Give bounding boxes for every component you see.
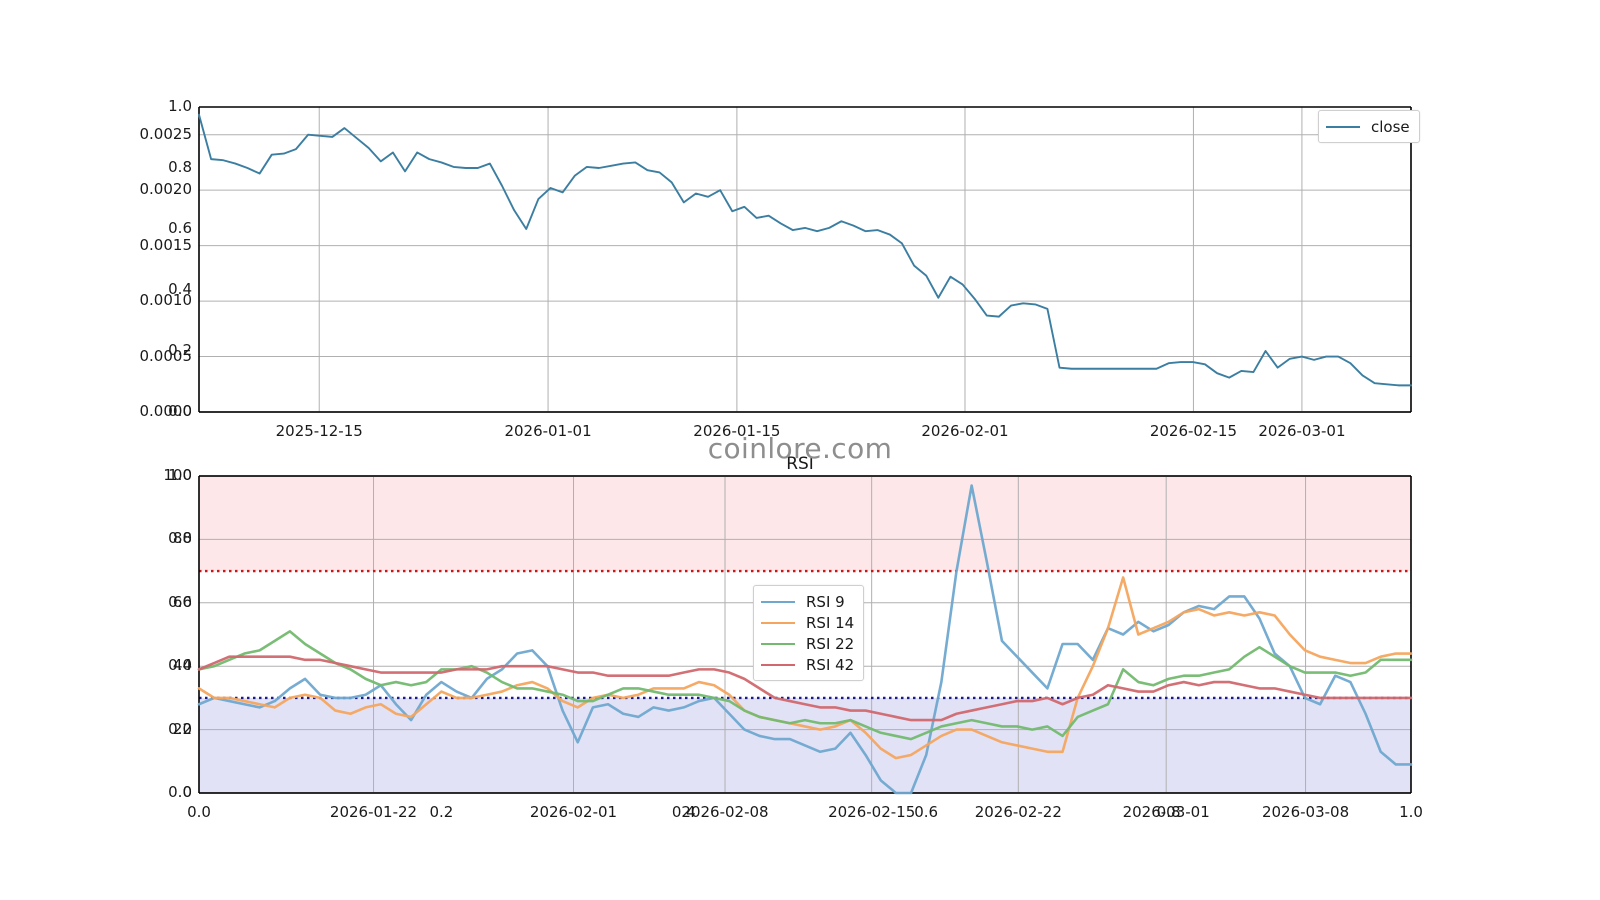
rsi-x-tick-numeric-label: 0.0 — [187, 803, 211, 821]
rsi-chart-panel: RSI 0 20 40 60 80 100 0.0 0.2 0.4 0.6 0.8 1.0 2026… — [0, 445, 1600, 900]
rsi-zone-band — [199, 476, 1411, 572]
rsi-legend[interactable]: RSI 9 RSI 14 RSI 22 RSI 42 — [753, 585, 865, 681]
rsi-x-tick-date-label: 2026-03-08 — [1261, 803, 1350, 821]
rsi-legend-item[interactable]: RSI 42 — [761, 654, 854, 675]
rsi-y-tick-label: 40 — [172, 656, 192, 675]
rsi-legend-item[interactable]: RSI 9 — [761, 591, 854, 612]
price-y-secondary-tick-label: 0.4 — [168, 280, 192, 298]
rsi-legend-item[interactable]: RSI 14 — [761, 612, 854, 633]
legend-line-swatch-icon — [761, 663, 795, 666]
price-legend-item[interactable]: close — [1326, 116, 1410, 137]
legend-line-swatch-icon — [761, 621, 795, 624]
rsi-y-secondary-tick-label: 0.8 — [168, 529, 192, 548]
rsi-x-tick-date-label: 2026-02-08 — [681, 803, 769, 821]
price-x-tick-label: 2026-03-01 — [1258, 422, 1346, 440]
price-y-secondary-tick-label: 0.2 — [168, 341, 192, 359]
rsi-x-tick-numeric-label: 0.2 — [429, 803, 454, 821]
rsi-y-tick-label: 100 — [163, 466, 192, 484]
rsi-y-secondary-tick-label: 1.0 — [168, 466, 192, 484]
price-x-tick-label: 2026-02-01 — [921, 422, 1009, 440]
price-legend[interactable]: close — [1318, 110, 1420, 143]
rsi-x-tick-date-label: 2026-02-15 — [828, 803, 916, 821]
rsi-x-tick-numeric-label: 0.8 — [1156, 803, 1181, 821]
watermark-coinlore: coinlore.com — [707, 432, 893, 465]
price-chart-panel: 0.0000 0.0005 0.0010 0.0015 0.0020 0.0025 0.0… — [0, 0, 1600, 445]
rsi-y-tick-label: 80 — [172, 529, 192, 548]
price-y-tick-label: 0.0010 — [139, 291, 193, 310]
rsi-y-secondary-tick-label: 0.6 — [168, 592, 192, 611]
rsi-x-tick-numeric-label: 0.6 — [914, 803, 939, 821]
rsi-series-line — [197, 484, 1413, 795]
price-plot-area — [198, 106, 1412, 413]
price-x-tick-label: 2025-12-15 — [275, 422, 363, 440]
price-y-tick-label: 0.0025 — [139, 124, 193, 143]
rsi-legend-item[interactable]: RSI 22 — [761, 633, 854, 654]
price-y-secondary-tick-label: 0.0 — [168, 402, 192, 420]
rsi-y-secondary-tick-label: 0.4 — [168, 656, 192, 675]
legend-line-swatch-icon — [761, 600, 795, 603]
price-x-tick-label: 2026-01-15 — [693, 422, 781, 440]
rsi-x-tick-date-label: 2026-01-22 — [329, 803, 418, 821]
price-legend-label: close — [1371, 117, 1410, 136]
legend-line-swatch-icon — [1326, 125, 1360, 128]
price-y-tick-label: 0.0020 — [139, 180, 193, 199]
price-y-secondary-tick-label: 1.0 — [168, 97, 192, 115]
legend-line-swatch-icon — [761, 642, 795, 645]
price-x-tick-label: 2026-01-01 — [504, 422, 592, 440]
rsi-series-line — [197, 655, 1413, 722]
rsi-title: RSI — [786, 454, 814, 474]
rsi-x-tick-date-label: 2026-02-22 — [974, 803, 1062, 821]
price-y-tick-label: 0.0005 — [139, 346, 193, 365]
rsi-x-tick-numeric-label: 1.0 — [1399, 803, 1423, 821]
rsi-series-line — [197, 576, 1413, 760]
price-x-tick-label: 2026-02-15 — [1149, 422, 1238, 440]
rsi-y-secondary-tick-label: 0.0 — [168, 783, 192, 801]
price-y-secondary-tick-label: 0.8 — [168, 158, 192, 176]
price-y-tick-label: 0.0000 — [139, 402, 193, 420]
rsi-legend-label: RSI 22 — [806, 634, 855, 653]
rsi-legend-label: RSI 14 — [806, 613, 855, 632]
price-y-secondary-tick-label: 0.6 — [168, 219, 192, 237]
rsi-y-tick-label: 20 — [172, 719, 192, 738]
rsi-y-tick-label: 60 — [172, 592, 192, 611]
rsi-y-secondary-tick-label: 0.2 — [168, 719, 192, 738]
rsi-series-line — [197, 630, 1413, 741]
rsi-x-tick-numeric-label: 0.4 — [671, 803, 696, 821]
rsi-plot-area — [197, 475, 1413, 795]
price-series-line — [198, 113, 1412, 387]
rsi-x-tick-date-label: 2026-03-01 — [1122, 803, 1210, 821]
price-y-tick-label: 0.0015 — [139, 235, 193, 254]
rsi-x-tick-date-label: 2026-02-01 — [529, 803, 618, 821]
rsi-y-tick-label: 0 — [182, 783, 192, 801]
rsi-legend-label: RSI 9 — [806, 592, 845, 611]
rsi-legend-label: RSI 42 — [806, 655, 855, 674]
